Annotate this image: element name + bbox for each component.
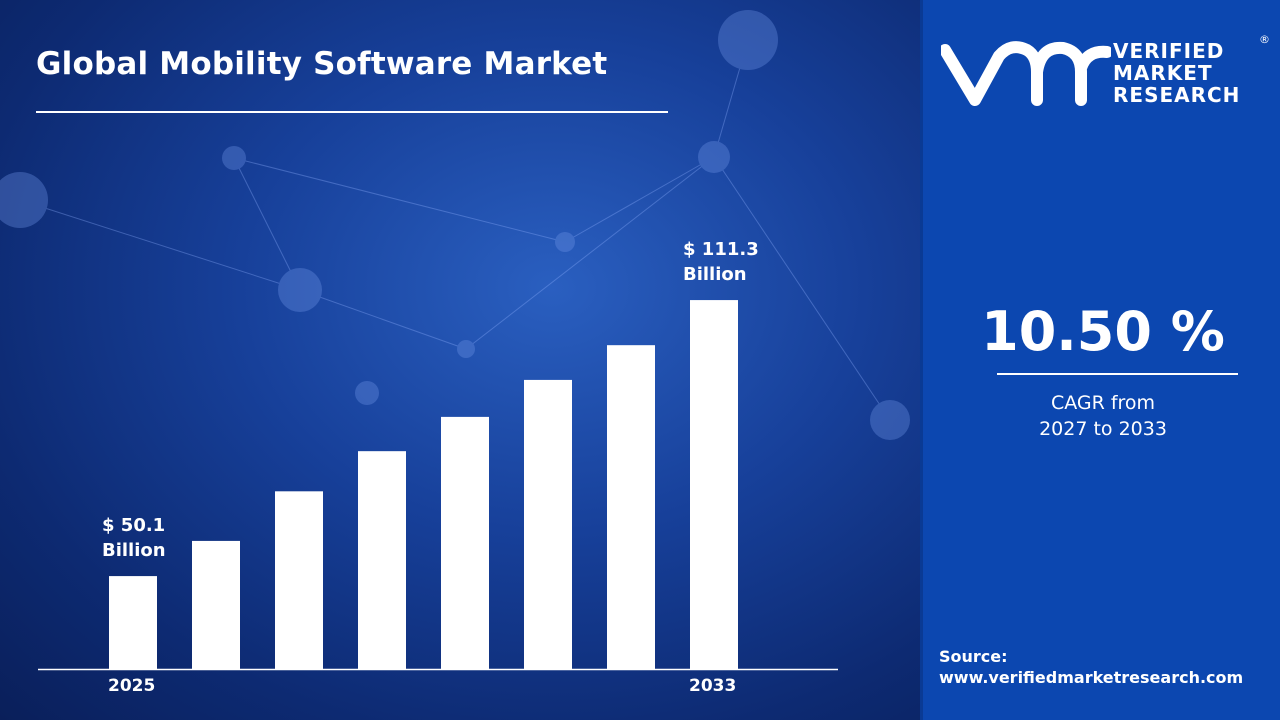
- bar-0: [109, 576, 157, 669]
- data-label-line2: Billion: [102, 540, 166, 562]
- cagr-label-line2: 2027 to 2033: [1039, 418, 1167, 440]
- cagr-label: CAGR from 2027 to 2033: [923, 390, 1280, 442]
- title-divider: [36, 111, 668, 113]
- info-panel: VERIFIED MARKET RESEARCH ® 10.50 % CAGR …: [920, 0, 1280, 720]
- registered-mark: ®: [1259, 33, 1270, 46]
- bar-3: [358, 451, 406, 669]
- data-label-line2: Billion: [683, 264, 747, 286]
- data-label-line1: $ 50.1: [102, 515, 166, 537]
- x-tick-label: 2033: [689, 676, 737, 696]
- x-tick-label: 2025: [108, 676, 156, 696]
- bar-7: [690, 300, 738, 669]
- brand-line3: RESEARCH: [1113, 83, 1241, 107]
- network-background: [0, 10, 910, 440]
- bar-6: [607, 345, 655, 669]
- cagr-label-line1: CAGR from: [1050, 392, 1156, 414]
- source-url[interactable]: www.verifiedmarketresearch.com: [939, 668, 1244, 687]
- brand-line2: MARKET: [1113, 61, 1213, 85]
- data-label-line1: $ 111.3: [683, 239, 759, 261]
- bar-1: [192, 540, 240, 669]
- source-label: Source:: [939, 647, 1008, 666]
- chart-title: Global Mobility Software Market: [36, 46, 608, 82]
- brand-line1: VERIFIED: [1113, 39, 1225, 63]
- data-label: $ 50.1 Billion: [102, 513, 166, 563]
- brand-name: VERIFIED MARKET RESEARCH: [1113, 40, 1240, 106]
- bar-4: [441, 416, 489, 669]
- chart-panel: Global Mobility Software Market 2025 2033…: [0, 0, 920, 720]
- bar-chart: [38, 300, 838, 671]
- data-label: $ 111.3 Billion: [683, 237, 759, 287]
- bar-2: [275, 491, 323, 669]
- bar-5: [524, 379, 572, 669]
- vmr-logo-icon: [941, 41, 1111, 106]
- source: Source: www.verifiedmarketresearch.com: [939, 646, 1243, 688]
- cagr-value: 10.50 %: [981, 300, 1225, 363]
- cagr-divider: [997, 373, 1238, 375]
